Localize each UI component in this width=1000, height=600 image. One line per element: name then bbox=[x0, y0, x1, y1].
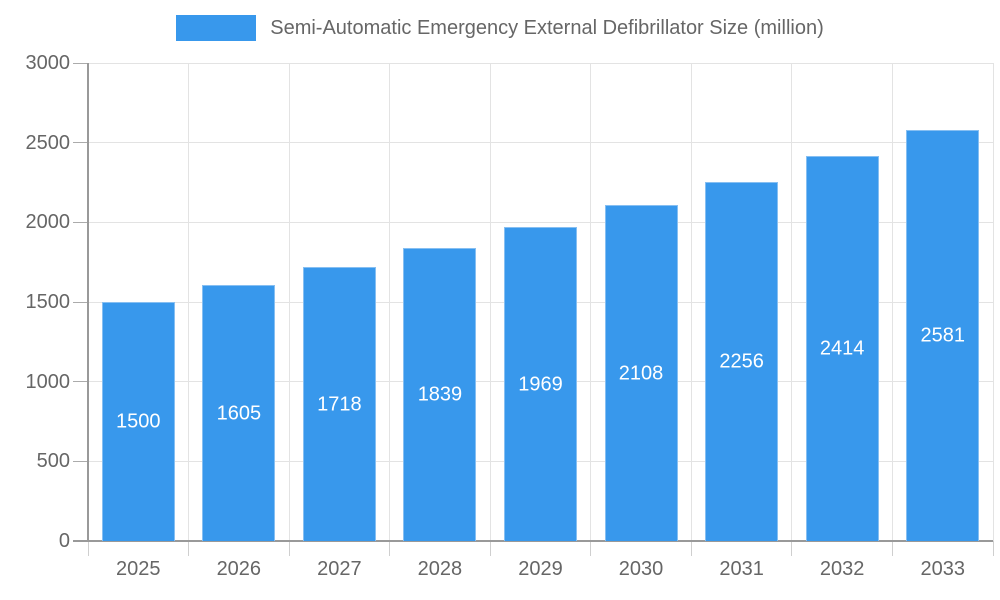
y-axis-tick bbox=[73, 142, 88, 144]
x-axis-label: 2029 bbox=[518, 558, 563, 580]
v-gridline bbox=[891, 63, 893, 541]
x-axis-label: 2028 bbox=[417, 558, 463, 580]
y-axis-line bbox=[87, 63, 89, 541]
y-axis-label: 0 bbox=[58, 530, 70, 552]
bar-value-label: 1605 bbox=[216, 402, 262, 425]
bar[interactable]: 2414 bbox=[805, 156, 879, 541]
v-gridline bbox=[489, 63, 491, 541]
v-gridline bbox=[690, 63, 692, 541]
x-axis-label: 2033 bbox=[920, 558, 965, 580]
x-axis-tick bbox=[690, 541, 692, 556]
bar-value-label: 1718 bbox=[317, 393, 362, 416]
h-gridline bbox=[88, 62, 993, 64]
x-axis-line bbox=[73, 540, 993, 542]
v-gridline bbox=[992, 63, 994, 541]
y-axis-label: 2000 bbox=[25, 211, 71, 234]
bar[interactable]: 1500 bbox=[101, 302, 175, 541]
x-axis-tick bbox=[87, 541, 89, 556]
y-axis-tick bbox=[73, 221, 88, 223]
v-gridline bbox=[590, 63, 592, 541]
x-axis-tick bbox=[489, 541, 491, 556]
x-axis-label: 2032 bbox=[819, 558, 865, 580]
x-axis-label: 2030 bbox=[618, 558, 664, 580]
y-axis-label: 1000 bbox=[25, 370, 71, 393]
v-gridline bbox=[188, 63, 190, 541]
bar[interactable]: 1605 bbox=[202, 285, 276, 541]
x-axis-tick bbox=[791, 541, 793, 556]
y-axis-label: 500 bbox=[36, 450, 70, 473]
bar[interactable]: 2256 bbox=[705, 181, 779, 541]
bar[interactable]: 1718 bbox=[302, 267, 376, 541]
y-axis-tick bbox=[73, 381, 88, 383]
y-axis-label: 2500 bbox=[25, 131, 71, 154]
bar[interactable]: 2581 bbox=[906, 129, 980, 541]
x-axis-label: 2025 bbox=[116, 558, 161, 580]
x-axis-tick bbox=[590, 541, 592, 556]
h-gridline bbox=[88, 142, 993, 144]
x-axis-tick bbox=[288, 541, 290, 556]
bar-value-label: 2256 bbox=[719, 350, 764, 373]
x-axis-tick bbox=[992, 541, 994, 556]
v-gridline bbox=[791, 63, 793, 541]
v-gridline bbox=[389, 63, 391, 541]
y-axis-label: 3000 bbox=[25, 52, 71, 74]
y-axis-tick bbox=[73, 460, 88, 462]
x-axis-label: 2027 bbox=[317, 558, 362, 580]
bar-value-label: 2108 bbox=[618, 362, 664, 385]
legend-label: Semi-Automatic Emergency External Defibr… bbox=[270, 16, 824, 39]
bar-value-label: 1500 bbox=[116, 410, 161, 433]
y-axis-tick bbox=[73, 62, 88, 64]
x-axis-label: 2031 bbox=[719, 558, 764, 580]
h-gridline bbox=[88, 221, 993, 223]
legend-swatch bbox=[176, 15, 257, 41]
bar-value-label: 1969 bbox=[518, 373, 563, 396]
bar-value-label: 1839 bbox=[417, 383, 463, 406]
bar-value-label: 2414 bbox=[819, 337, 865, 360]
bar[interactable]: 1969 bbox=[504, 227, 577, 541]
y-axis-tick bbox=[73, 301, 88, 303]
x-axis-tick bbox=[891, 541, 893, 556]
bar[interactable]: 1839 bbox=[403, 247, 477, 541]
legend[interactable]: Semi-Automatic Emergency External Defibr… bbox=[0, 15, 1000, 41]
x-axis-tick bbox=[389, 541, 391, 556]
x-axis-tick bbox=[188, 541, 190, 556]
v-gridline bbox=[288, 63, 290, 541]
bar[interactable]: 2108 bbox=[604, 205, 678, 541]
x-axis-label: 2026 bbox=[216, 558, 262, 580]
bar-value-label: 2581 bbox=[920, 324, 965, 347]
y-axis-label: 1500 bbox=[25, 291, 71, 313]
